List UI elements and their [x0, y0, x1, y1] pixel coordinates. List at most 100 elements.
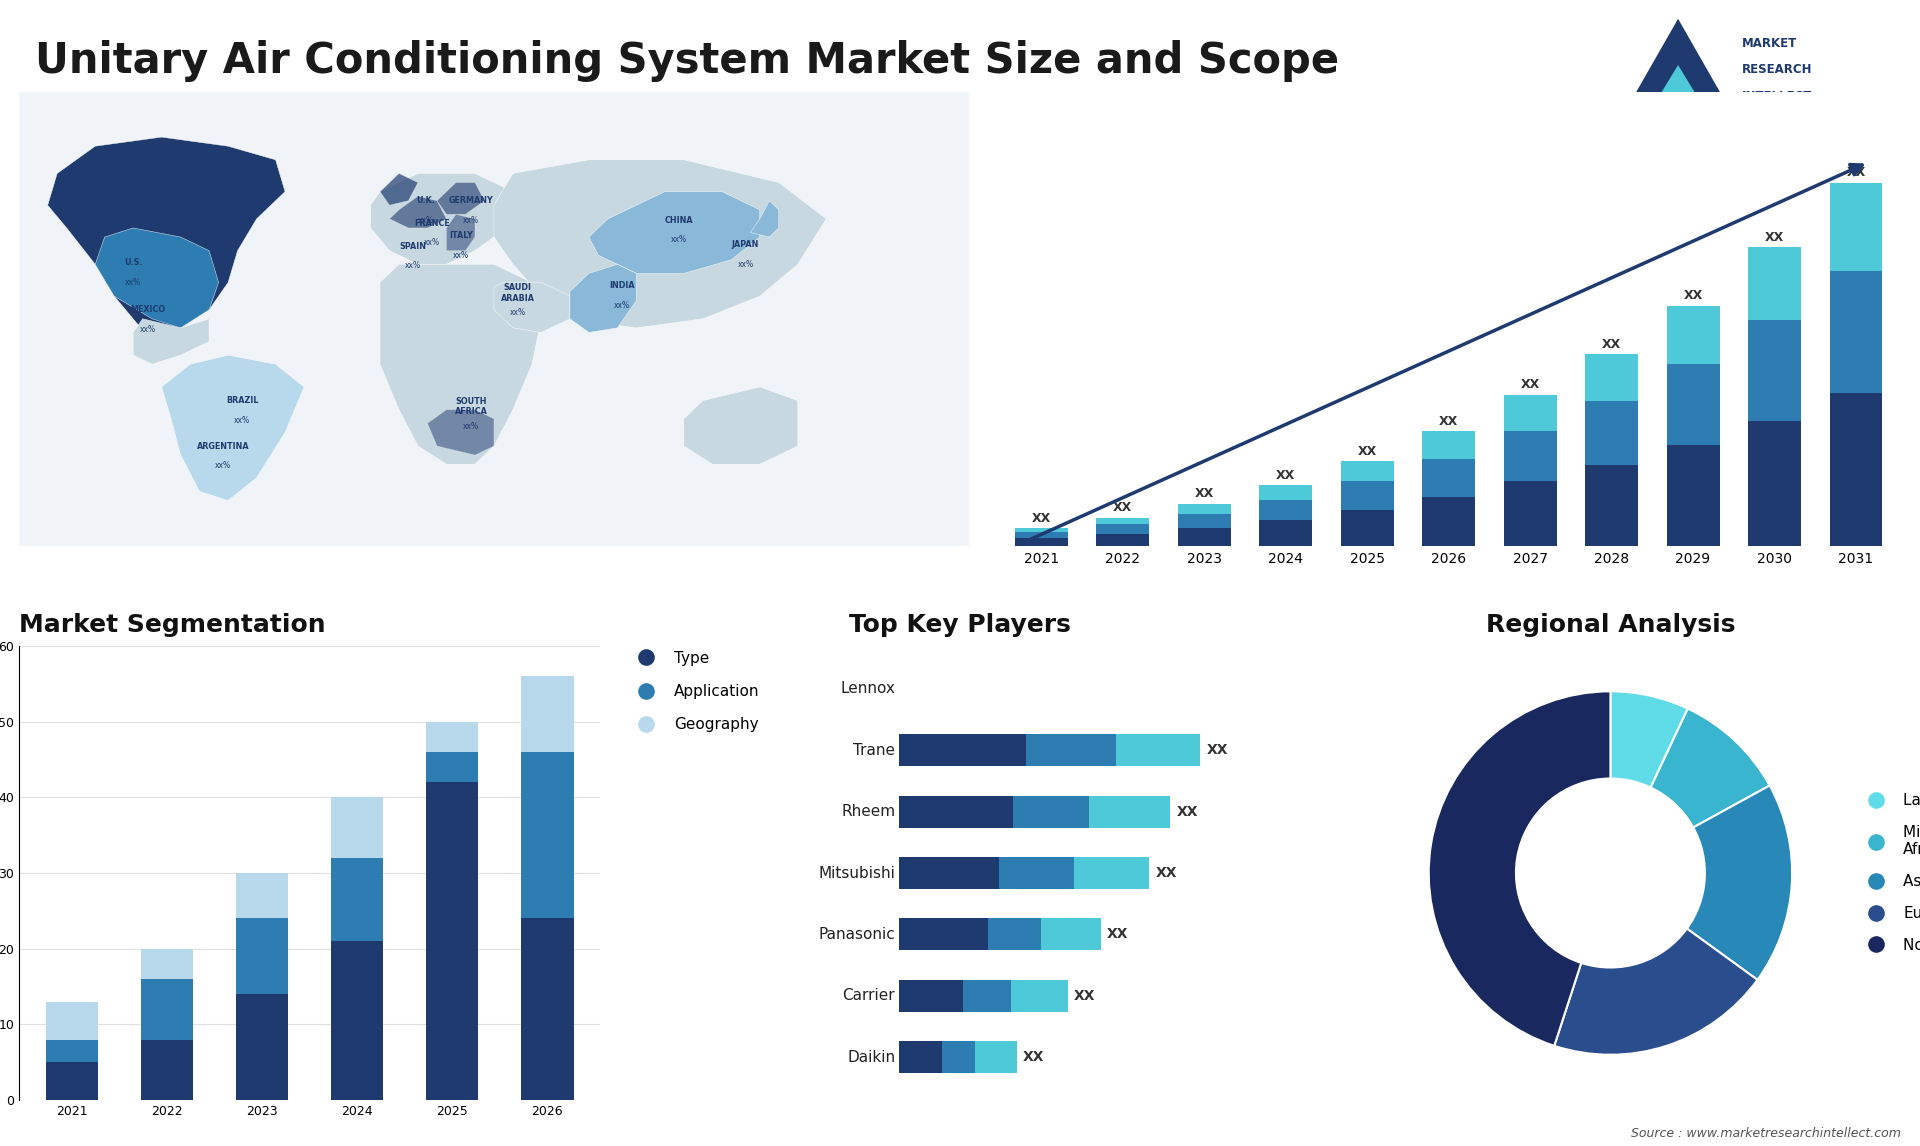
Polygon shape — [570, 265, 636, 332]
Text: U.S.: U.S. — [123, 259, 142, 267]
Bar — [46, 1039, 98, 1062]
Text: BRAZIL: BRAZIL — [227, 397, 259, 405]
Bar — [236, 995, 288, 1100]
Polygon shape — [684, 387, 799, 464]
Bar — [899, 735, 1025, 767]
Bar — [899, 918, 989, 950]
Text: XX: XX — [1764, 230, 1784, 244]
Text: ITALY: ITALY — [449, 231, 472, 241]
Polygon shape — [1630, 18, 1726, 102]
Bar — [1073, 857, 1148, 889]
Bar — [989, 918, 1041, 950]
Bar — [1423, 431, 1475, 460]
Bar — [899, 1042, 941, 1073]
Polygon shape — [1655, 65, 1701, 102]
Text: XX: XX — [1156, 866, 1177, 880]
Title: Top Key Players: Top Key Players — [849, 613, 1071, 637]
Text: Trane: Trane — [852, 743, 895, 758]
Bar — [1830, 393, 1882, 545]
Bar — [1830, 272, 1882, 393]
Bar — [1747, 421, 1801, 545]
Bar — [1503, 481, 1557, 545]
Bar — [1025, 735, 1116, 767]
Bar — [1016, 528, 1068, 532]
Bar — [1423, 497, 1475, 545]
Text: SOUTH
AFRICA: SOUTH AFRICA — [455, 397, 488, 416]
Text: XX: XX — [1031, 511, 1050, 525]
Bar — [1260, 500, 1311, 519]
Polygon shape — [390, 196, 447, 228]
Bar — [140, 1039, 194, 1100]
Text: xx%: xx% — [509, 308, 526, 317]
Bar — [1667, 364, 1720, 445]
Text: xx%: xx% — [140, 324, 156, 333]
Bar — [1423, 460, 1475, 497]
Text: SAUDI
ARABIA: SAUDI ARABIA — [501, 283, 534, 303]
Text: XX: XX — [1177, 804, 1198, 818]
Bar — [236, 873, 288, 918]
Text: xx%: xx% — [167, 215, 184, 225]
Bar — [1503, 394, 1557, 431]
Bar — [1340, 481, 1394, 510]
Text: Unitary Air Conditioning System Market Size and Scope: Unitary Air Conditioning System Market S… — [35, 40, 1338, 83]
Text: JAPAN: JAPAN — [732, 241, 758, 250]
Bar — [1041, 918, 1100, 950]
Bar — [1503, 431, 1557, 481]
Text: XX: XX — [1847, 166, 1866, 179]
Text: xx%: xx% — [463, 422, 480, 431]
Wedge shape — [1688, 785, 1791, 980]
Bar — [330, 858, 384, 941]
Polygon shape — [438, 182, 484, 214]
Bar — [964, 980, 1010, 1012]
Text: SPAIN: SPAIN — [399, 242, 426, 251]
Text: XX: XX — [1357, 445, 1377, 458]
Bar — [1586, 465, 1638, 545]
Text: Mitsubishi: Mitsubishi — [818, 865, 895, 880]
Wedge shape — [1651, 708, 1770, 827]
Polygon shape — [96, 228, 219, 328]
Text: INTELLECT: INTELLECT — [1741, 91, 1812, 103]
Text: xx%: xx% — [424, 238, 440, 248]
Text: xx%: xx% — [125, 278, 142, 286]
Polygon shape — [161, 355, 303, 501]
Text: XX: XX — [1194, 487, 1213, 501]
Text: xx%: xx% — [405, 261, 420, 270]
Text: XX: XX — [1023, 1050, 1044, 1065]
Bar — [1096, 518, 1150, 524]
Text: XX: XX — [1277, 469, 1296, 482]
Polygon shape — [380, 265, 541, 464]
Bar — [1010, 980, 1068, 1012]
Wedge shape — [1428, 691, 1611, 1046]
Bar — [1340, 510, 1394, 545]
Bar — [46, 1002, 98, 1039]
Bar — [899, 857, 998, 889]
Bar — [1177, 528, 1231, 545]
Text: XX: XX — [1521, 378, 1540, 391]
Bar — [520, 918, 574, 1100]
Text: XX: XX — [1073, 989, 1096, 1003]
Wedge shape — [1555, 928, 1757, 1054]
Bar — [1830, 182, 1882, 272]
Text: Daikin: Daikin — [847, 1050, 895, 1065]
Bar — [1667, 306, 1720, 364]
Text: Panasonic: Panasonic — [818, 927, 895, 942]
Bar — [1260, 519, 1311, 545]
Text: XX: XX — [1206, 744, 1229, 758]
Polygon shape — [428, 409, 493, 455]
Bar — [426, 752, 478, 783]
Polygon shape — [132, 319, 209, 364]
Bar — [899, 795, 1014, 827]
Text: xx%: xx% — [737, 260, 755, 269]
Text: CHINA: CHINA — [664, 215, 693, 225]
Text: FRANCE: FRANCE — [415, 219, 449, 228]
Polygon shape — [493, 159, 826, 328]
Text: XX: XX — [1684, 290, 1703, 303]
Title: Regional Analysis: Regional Analysis — [1486, 613, 1736, 637]
Text: Rheem: Rheem — [841, 804, 895, 819]
Bar — [1116, 735, 1200, 767]
Legend: Type, Application, Geography: Type, Application, Geography — [626, 644, 766, 738]
Text: RESEARCH: RESEARCH — [1741, 63, 1812, 77]
Text: U.K.: U.K. — [417, 196, 436, 205]
Bar — [941, 1042, 975, 1073]
Wedge shape — [1611, 691, 1688, 787]
